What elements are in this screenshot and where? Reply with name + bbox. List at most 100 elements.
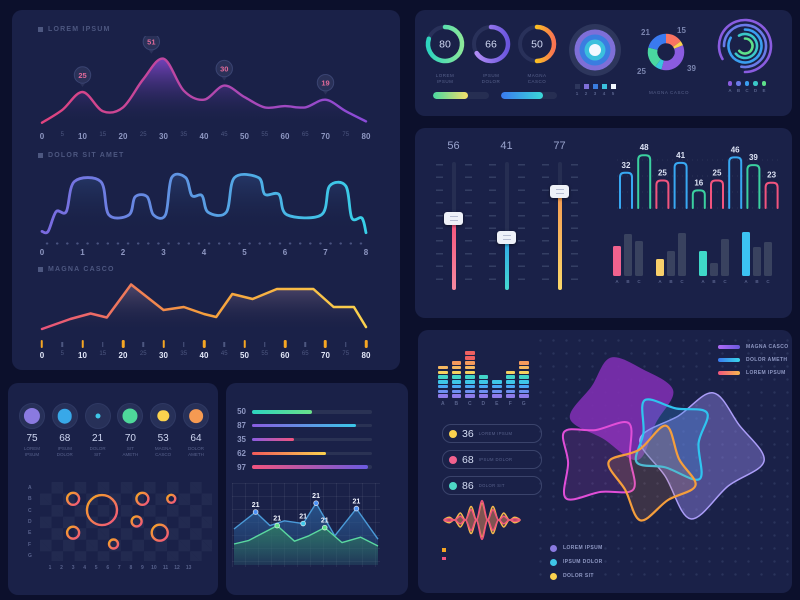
progress-value: 50 [237, 407, 246, 417]
legend-key: 1 [574, 84, 580, 96]
progress-value: 87 [237, 421, 246, 431]
legend-item[interactable]: IPSUM DOLOR [550, 555, 640, 569]
legend-swatch [442, 548, 446, 552]
axis-label: B [755, 279, 759, 284]
stat-ring [51, 403, 78, 429]
bar [613, 246, 621, 276]
svg-text:51: 51 [147, 38, 155, 47]
equalizer-segment [465, 384, 475, 389]
slider-track[interactable] [504, 162, 509, 290]
slider[interactable]: 41 [480, 140, 533, 308]
equalizer-segment [519, 389, 529, 394]
progress-value: 62 [237, 448, 246, 458]
legend-label: C [745, 87, 749, 93]
slider-rail [435, 162, 472, 290]
row-label: F [28, 541, 32, 548]
ring-donut-group: 80 LOREM IPSUM 66 IPSUM DOLOR 50 MAGNA CASCO [423, 22, 559, 85]
chart-title-label: DOLOR SIT AMET [48, 152, 125, 159]
equalizer-column [492, 379, 502, 398]
panel-line-charts: LOREM IPSUM 25 51 30 19 0 5 10 15 20 25 30 35 40 45 50… [12, 10, 400, 370]
bar [656, 258, 664, 276]
legend-swatch [718, 357, 740, 362]
axis-label: E [495, 401, 499, 407]
equalizer-chart: A B C D E F G [438, 346, 529, 407]
circle-stat-group: 75 LOREM IPSUM 68 IPSUM DOLOR 21 DOLOR SIT 70 S… [18, 403, 210, 457]
equalizer-segment [519, 380, 529, 384]
slider-handle[interactable] [550, 184, 569, 198]
stat-label: LOREM IPSUM [478, 431, 513, 436]
area-chart: 25 51 30 19 0 5 10 15 20 25 30 35 40 45 50 55 60 65 70 75 80 [34, 36, 374, 154]
axis-label: C [637, 279, 641, 284]
equalizer-axis: A B C D E F G [438, 401, 529, 407]
peak-value-label: 21 [299, 514, 307, 521]
equalizer-segment [478, 375, 488, 379]
legend-item[interactable]: LOREM IPSUM [550, 541, 640, 555]
tick-mark [324, 340, 327, 348]
equalizer-segment [478, 389, 488, 394]
x-axis: 0 1 2 3 4 5 6 7 8 [34, 248, 374, 260]
bar-group: A B C [699, 228, 729, 284]
legend-swatch [601, 84, 607, 89]
circle-stat: 75 LOREM IPSUM [18, 403, 46, 457]
stat-value: 70 [124, 433, 136, 444]
axis-label: 65 [301, 351, 309, 357]
legend-key: E [761, 81, 767, 93]
step-line-chart: 0 1 2 3 4 5 6 7 8 [34, 162, 374, 260]
stat-label: IPSUM DOLOR [478, 457, 513, 462]
tick-mark [202, 340, 206, 348]
axis-label: C [766, 279, 770, 284]
axis-label: 80 [361, 351, 371, 360]
legend-item[interactable]: DOLOR SIT [550, 569, 640, 583]
legend-item[interactable]: LOREM IPSUM [718, 366, 792, 379]
peak-value-label: 21 [353, 499, 361, 506]
progress-value: 97 [237, 462, 246, 472]
equalizer-segment [465, 351, 475, 355]
waveform-chart [440, 496, 530, 566]
equalizer-segment [519, 384, 529, 389]
bars [613, 228, 643, 276]
legend-item[interactable]: DOLOR AMETH [718, 353, 792, 366]
axis-label: 70 [321, 132, 330, 141]
panel-progress-mountain: 50 87 35 62 97 21 21 21 21 21 21 [226, 383, 408, 595]
slider[interactable]: 77 [533, 140, 586, 308]
axis-label: 3 [161, 248, 166, 257]
equalizer-segment [438, 375, 448, 379]
equalizer-segment [438, 380, 448, 384]
axis-label: 45 [220, 351, 228, 357]
bar [678, 232, 686, 276]
legend-item[interactable]: MAGNA CASCO [718, 340, 792, 353]
slider-handle-grip-icon [555, 188, 564, 194]
slider[interactable]: 56 [427, 140, 480, 308]
col-label: 8 [129, 565, 133, 571]
equalizer-segment [438, 370, 448, 375]
bar [721, 238, 729, 276]
ring-donut-label: IPSUM DOLOR [481, 73, 501, 84]
legend-label: 5 [611, 91, 615, 96]
slider-handle[interactable] [497, 231, 516, 245]
axis-label: 55 [261, 351, 269, 357]
peak-value-label: 21 [273, 516, 281, 523]
slider-handle[interactable] [444, 211, 463, 225]
series-legend: MAGNA CASCO DOLOR AMETH LOREM IPSUM [718, 340, 792, 379]
x-axis: 0 5 10 15 20 25 30 35 40 45 50 55 60 65 70 75 80 [34, 132, 374, 144]
legend-key: 3 [592, 84, 598, 96]
equalizer-segment [465, 360, 475, 365]
bar-value-label: 48 [640, 143, 649, 152]
chart-title: MAGNA CASCO [38, 266, 115, 273]
equalizer-segment [519, 394, 529, 398]
tick-mark [81, 340, 84, 348]
stat-label: LOREM IPSUM [23, 446, 40, 457]
stat-dot [449, 455, 457, 464]
legend-label: LOREM IPSUM [563, 545, 603, 551]
equalizer-segment [465, 356, 475, 360]
stat-dot [449, 481, 457, 490]
equalizer-segment [438, 389, 448, 394]
axis-label: 25 [139, 351, 147, 357]
bar-axis: A B C [699, 279, 729, 284]
panel-donuts: 80 LOREM IPSUM 66 IPSUM DOLOR 50 MAGNA CASCO … [415, 10, 792, 116]
svg-text:66: 66 [485, 39, 497, 51]
legend-dot [727, 81, 733, 86]
slider-value: 41 [500, 140, 513, 152]
